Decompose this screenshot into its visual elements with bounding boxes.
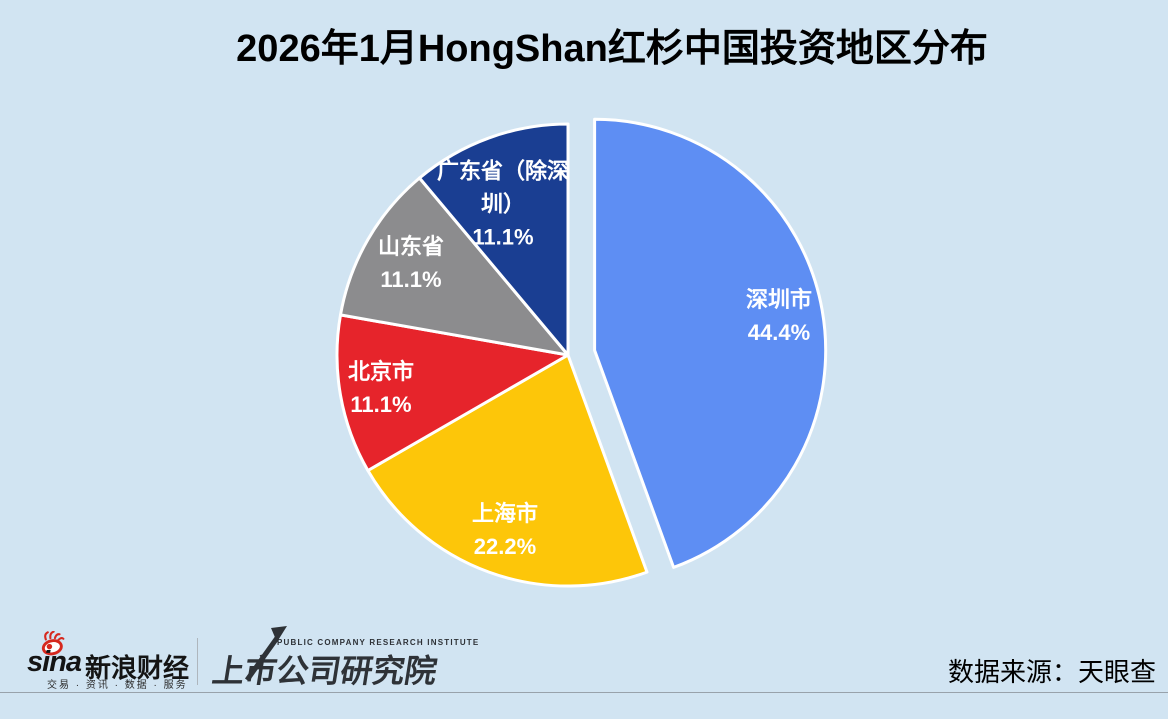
chart-title: 2026年1月HongShan红杉中国投资地区分布 — [236, 28, 988, 70]
pie-slice-山东省 — [339, 176, 570, 357]
sina-eye-icon — [41, 631, 65, 656]
institute-name-en: PUBLIC COMPANY RESEARCH INSTITUTE — [277, 638, 480, 647]
data-source-note: 数据来源：天眼查 — [947, 657, 1156, 687]
footer-divider — [197, 638, 198, 685]
sina-finance-logo: sina 新浪财经 交易 · 资讯 · 数据 · 服务 — [27, 630, 192, 691]
pie-slice-北京市 — [335, 313, 570, 472]
pie-slice-深圳市 — [593, 117, 828, 569]
trend-arrow-icon — [244, 626, 287, 682]
sina-tagline: 交易 · 资讯 · 数据 · 服务 — [47, 680, 188, 691]
pie-slice-上海市 — [366, 353, 649, 588]
research-institute-logo: PUBLIC COMPANY RESEARCH INSTITUTE 上市公司研究… — [210, 626, 478, 689]
pie-slice-广东省（除深圳） — [418, 122, 570, 357]
footer-rule — [0, 692, 1168, 693]
sina-wordmark: sina — [27, 646, 82, 678]
sina-brand-text: 新浪财经 — [85, 653, 190, 683]
